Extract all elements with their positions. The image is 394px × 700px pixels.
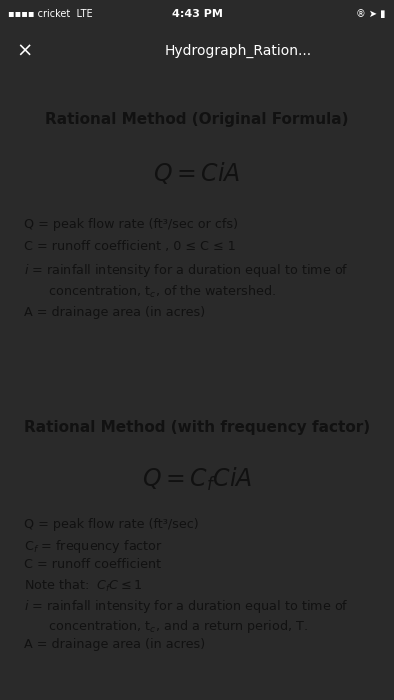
Text: $\mathbf{\mathit{Q = CiA}}$: $\mathbf{\mathit{Q = CiA}}$	[153, 160, 241, 186]
Text: Rational Method (Original Formula): Rational Method (Original Formula)	[45, 112, 349, 127]
Text: ×: ×	[16, 41, 32, 60]
Text: C$_f$ = frequency factor: C$_f$ = frequency factor	[24, 538, 163, 555]
Text: C = runoff coefficient , 0 ≤ C ≤ 1: C = runoff coefficient , 0 ≤ C ≤ 1	[24, 240, 236, 253]
Text: Note that:  $\mathit{C_fC \leq 1}$: Note that: $\mathit{C_fC \leq 1}$	[24, 578, 143, 594]
Text: ▪▪▪▪ cricket  LTE: ▪▪▪▪ cricket LTE	[8, 9, 93, 19]
Text: $\mathit{i}$ = rainfall intensity for a duration equal to time of: $\mathit{i}$ = rainfall intensity for a …	[24, 598, 349, 615]
Text: A = drainage area (in acres): A = drainage area (in acres)	[24, 306, 205, 319]
Text: $\mathit{i}$ = rainfall intensity for a duration equal to time of: $\mathit{i}$ = rainfall intensity for a …	[24, 262, 349, 279]
Text: Q = peak flow rate (ft³/sec or cfs): Q = peak flow rate (ft³/sec or cfs)	[24, 218, 238, 231]
Text: Hydrograph_Ration...: Hydrograph_Ration...	[165, 44, 312, 58]
Text: A = drainage area (in acres): A = drainage area (in acres)	[24, 638, 205, 651]
Text: ® ➤ ▮: ® ➤ ▮	[357, 9, 386, 19]
Text: Q = peak flow rate (ft³/sec): Q = peak flow rate (ft³/sec)	[24, 518, 199, 531]
Text: concentration, t$_c$, of the watershed.: concentration, t$_c$, of the watershed.	[24, 284, 276, 300]
Text: Rational Method (with frequency factor): Rational Method (with frequency factor)	[24, 420, 370, 435]
Text: $\mathbf{\mathit{Q = C_fCiA}}$: $\mathbf{\mathit{Q = C_fCiA}}$	[142, 466, 252, 494]
Text: concentration, t$_c$, and a return period, T.: concentration, t$_c$, and a return perio…	[24, 618, 308, 635]
Text: 4:43 PM: 4:43 PM	[171, 9, 223, 19]
Text: C = runoff coefficient: C = runoff coefficient	[24, 558, 161, 571]
